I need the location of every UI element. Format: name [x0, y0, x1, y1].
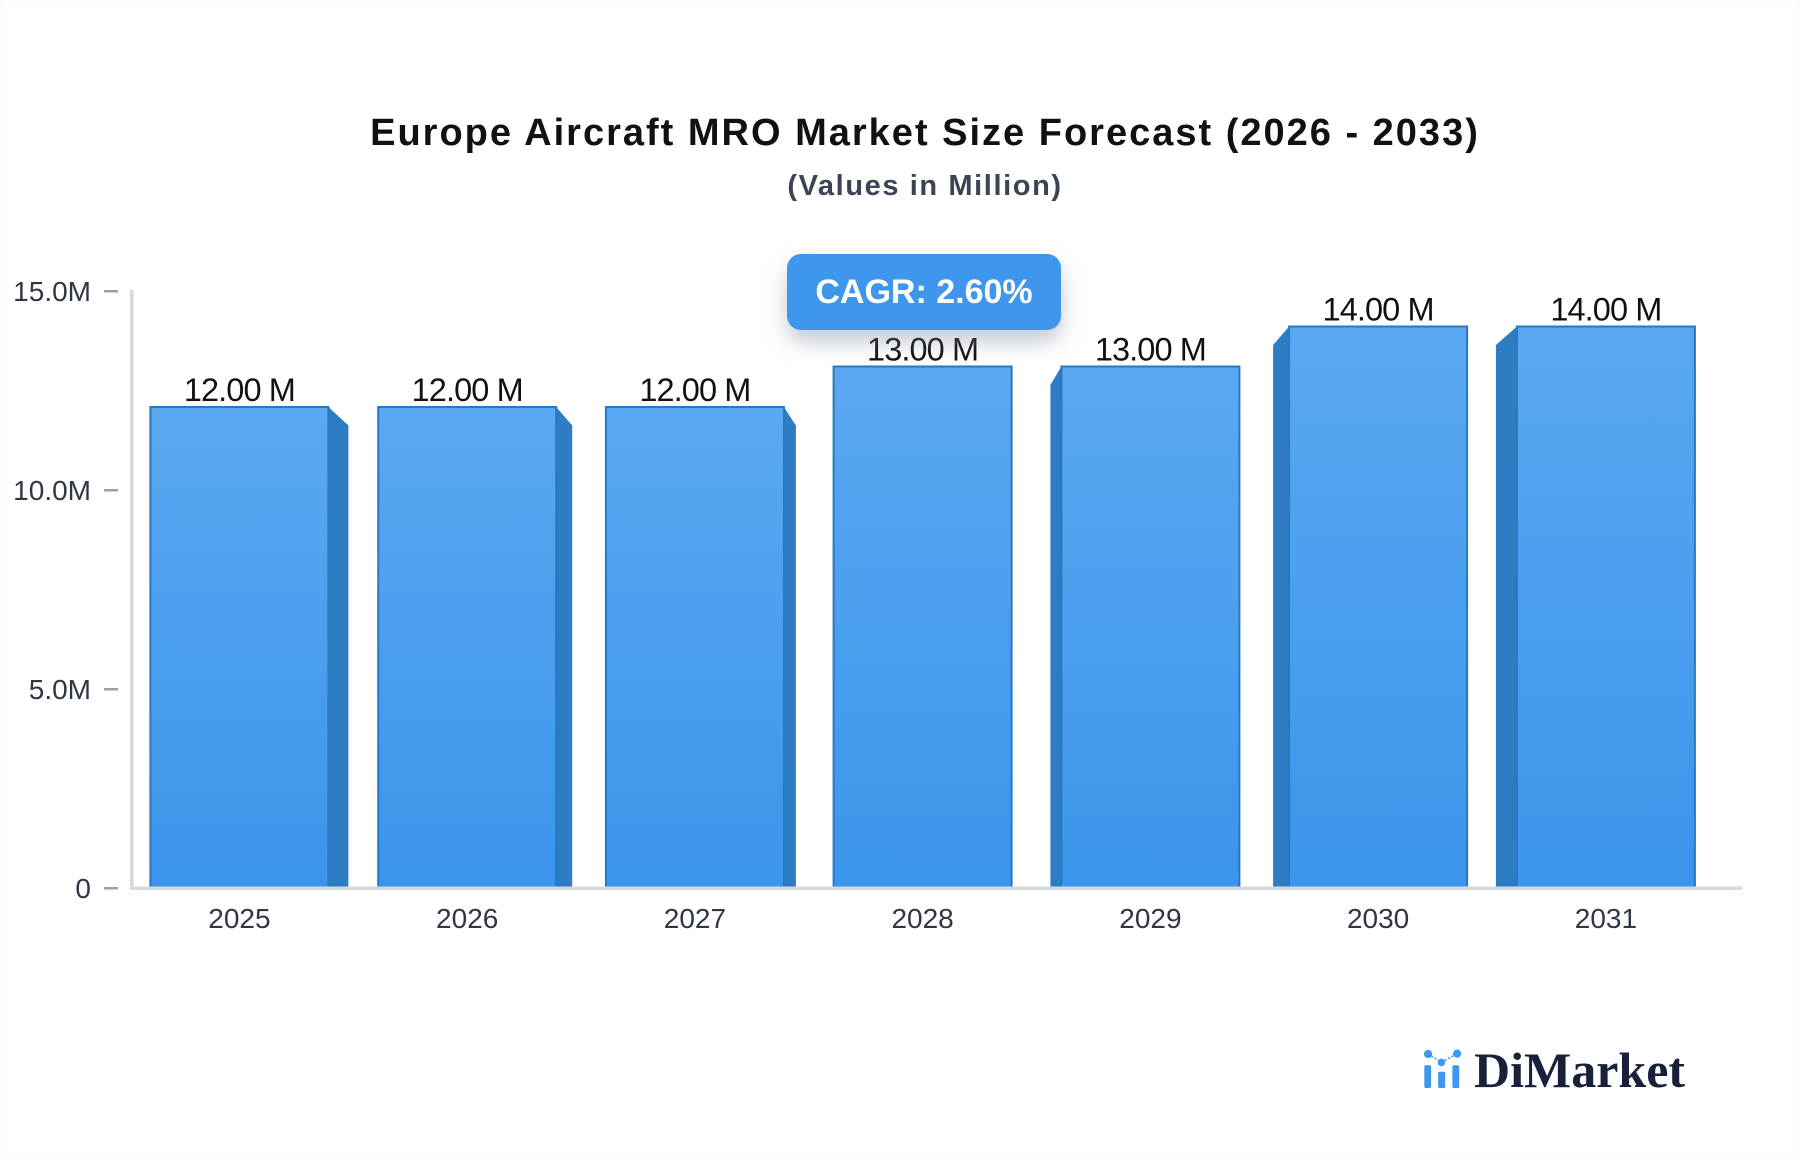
svg-text:DiMarket: DiMarket [1474, 1042, 1685, 1098]
svg-text:12.00 M: 12.00 M [184, 372, 295, 408]
svg-text:15.0M: 15.0M [13, 276, 91, 307]
svg-text:13.00 M: 13.00 M [1095, 332, 1206, 368]
svg-text:2025: 2025 [208, 903, 270, 934]
svg-text:5.0M: 5.0M [29, 674, 91, 705]
svg-text:2028: 2028 [891, 903, 953, 934]
svg-text:2029: 2029 [1119, 903, 1181, 934]
svg-text:0: 0 [75, 873, 91, 904]
svg-text:10.0M: 10.0M [13, 475, 91, 506]
svg-text:2030: 2030 [1347, 903, 1409, 934]
svg-text:2031: 2031 [1575, 903, 1637, 934]
svg-text:12.00 M: 12.00 M [639, 372, 750, 408]
svg-text:13.00 M: 13.00 M [867, 332, 978, 368]
svg-text:Europe Aircraft MRO Market Siz: Europe Aircraft MRO Market Size Forecast… [370, 112, 1480, 154]
svg-text:14.00 M: 14.00 M [1323, 292, 1434, 328]
svg-text:2027: 2027 [664, 903, 726, 934]
svg-text:14.00 M: 14.00 M [1550, 292, 1661, 328]
svg-text:(Values in Million): (Values in Million) [787, 170, 1062, 202]
svg-text:2026: 2026 [436, 903, 498, 934]
svg-text:12.00 M: 12.00 M [412, 372, 523, 408]
